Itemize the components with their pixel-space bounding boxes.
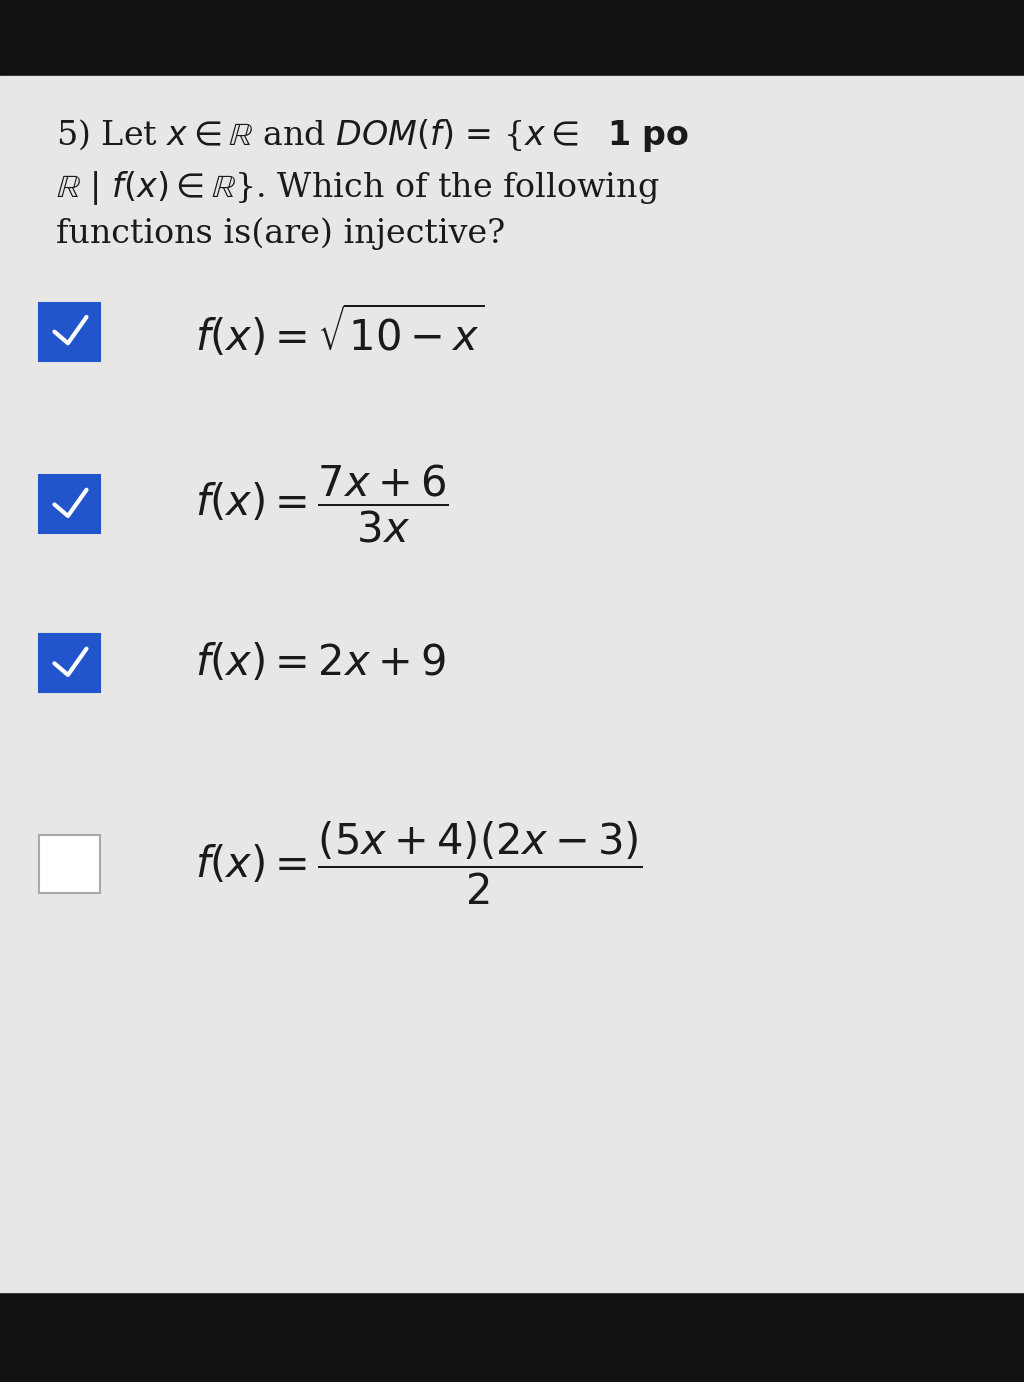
FancyBboxPatch shape [40, 835, 100, 893]
FancyBboxPatch shape [40, 634, 100, 692]
Text: $f(x) = \dfrac{(5x + 4)(2x - 3)}{2}$: $f(x) = \dfrac{(5x + 4)(2x - 3)}{2}$ [195, 821, 642, 907]
Text: 5) Let $x \in \mathbb{R}$ and $DOM(f)$ = {$x \in$  $\mathbf{1\ po}$: 5) Let $x \in \mathbb{R}$ and $DOM(f)$ =… [56, 117, 689, 155]
FancyBboxPatch shape [40, 475, 100, 533]
Text: $f(x) = 2x + 9$: $f(x) = 2x + 9$ [195, 643, 445, 684]
Bar [0, 76, 1024, 1292]
Text: $f(x) = \dfrac{7x + 6}{3x}$: $f(x) = \dfrac{7x + 6}{3x}$ [195, 463, 449, 546]
Text: $f(x) = \sqrt{10 - x}$: $f(x) = \sqrt{10 - x}$ [195, 304, 484, 359]
Text: $\mathbb{R}\ |\ f(x) \in \mathbb{R}$}. Which of the following: $\mathbb{R}\ |\ f(x) \in \mathbb{R}$}. W… [56, 169, 659, 206]
Text: functions is(are) injective?: functions is(are) injective? [56, 217, 506, 250]
FancyBboxPatch shape [40, 303, 100, 361]
